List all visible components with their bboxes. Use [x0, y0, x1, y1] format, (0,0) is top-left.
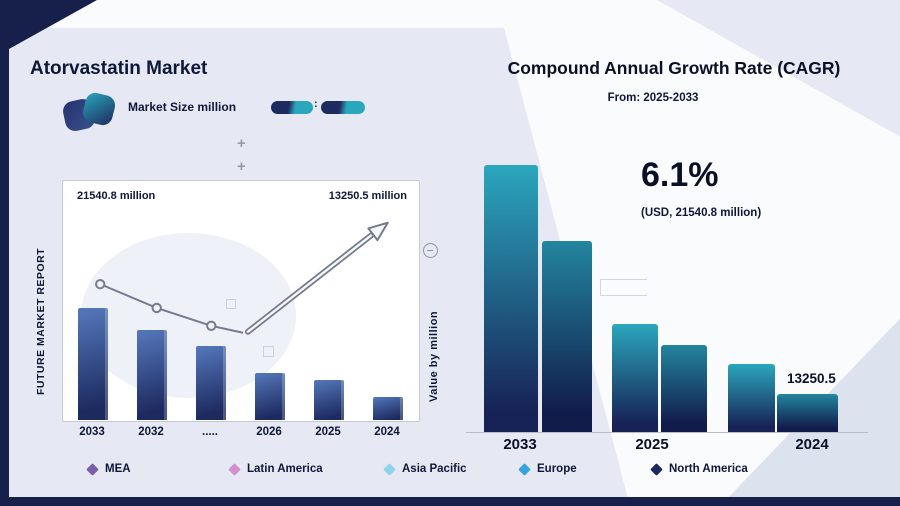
x-tick-label: 2026 [256, 426, 282, 438]
market-size-label: Market Size million [128, 100, 237, 114]
min-value-label: 13250.5 million [328, 190, 407, 202]
legend-label: Europe [537, 463, 577, 475]
x-tick-label: 2024 [374, 426, 400, 438]
cagr-period: From: 2025-2033 [607, 92, 699, 104]
market-size-bar-2032 [137, 330, 167, 420]
x-tick-label: 2025 [315, 426, 341, 438]
x-tick-label: 2033 [79, 426, 105, 438]
market-size-bar-2026 [255, 373, 285, 420]
cagr-bar-2025-2 [661, 345, 707, 432]
cagr-x-axis-line [466, 432, 868, 433]
market-size-bar- [196, 346, 226, 420]
value-callout: 13250.5 [787, 371, 836, 386]
market-size-x-axis: 2033 2032..... 2026 2025 2024 [62, 426, 420, 442]
cagr-note: (USD, 21540.8 million) [641, 207, 762, 219]
legend-label: North America [669, 463, 748, 475]
decor-square [263, 346, 274, 357]
region-legend: MEA Latin America Asia Pacific Europe North … [0, 462, 900, 483]
market-size-bar-2024 [373, 397, 403, 420]
cagr-title: Compound Annual Growth Rate (CAGR) [507, 58, 841, 78]
decor-square [226, 299, 236, 309]
decor-step-rect [600, 279, 647, 296]
plus-decoration: + [237, 158, 246, 175]
legend-item-latin-america: Latin America [228, 462, 323, 476]
max-value-label: 21540.8 million [77, 190, 156, 202]
market-size-bars [63, 181, 419, 421]
market-size-chart-panel: 21540.8 million 13250.5 million [62, 180, 420, 422]
legend-diamond-icon [518, 462, 531, 476]
x-tick-label: 2032 [138, 426, 164, 438]
legend-diamond-icon [650, 462, 663, 476]
circled-dash-icon [423, 243, 438, 258]
left-edge-accent-bar [0, 28, 9, 506]
page-title: Atorvastatin Market [30, 58, 208, 79]
legend-item-europe: Europe [518, 462, 577, 476]
cagr-bar-2025-1 [612, 324, 658, 432]
legend-label: Latin America [247, 463, 323, 475]
year-label-2033: 2033 [503, 436, 537, 453]
legend-diamond-icon [228, 462, 241, 476]
x-tick-label: ..... [202, 426, 218, 438]
year-label-2025: 2025 [635, 436, 669, 453]
dash-mark [427, 249, 433, 251]
year-label-2024: 2024 [795, 436, 829, 453]
capsule-icon [271, 101, 313, 114]
legend-item-mea: MEA [86, 462, 131, 476]
plus-decoration: + [237, 135, 246, 152]
cagr-bar-2033-2 [542, 241, 592, 432]
cagr-bar-2033-1 [484, 165, 538, 432]
legend-label: MEA [105, 463, 131, 475]
capsule-separator: : [314, 98, 318, 110]
cagr-value: 6.1% [641, 156, 719, 194]
legend-diamond-icon [383, 462, 396, 476]
market-size-bar-2025 [314, 380, 344, 420]
bottom-edge-accent-bar [0, 497, 900, 506]
legend-label: Asia Pacific [402, 463, 467, 475]
trend-line-arrow [95, 221, 389, 335]
legend-item-north-america: North America [650, 462, 748, 476]
market-size-bar-2033 [78, 308, 108, 420]
cagr-bar-2024-1 [728, 364, 775, 432]
legend-item-asia-pacific: Asia Pacific [383, 462, 467, 476]
capsule-icon [321, 101, 365, 114]
cagr-bar-2024-2 [777, 394, 838, 432]
legend-diamond-icon [86, 462, 99, 476]
panel-watermark-circle [81, 233, 296, 398]
